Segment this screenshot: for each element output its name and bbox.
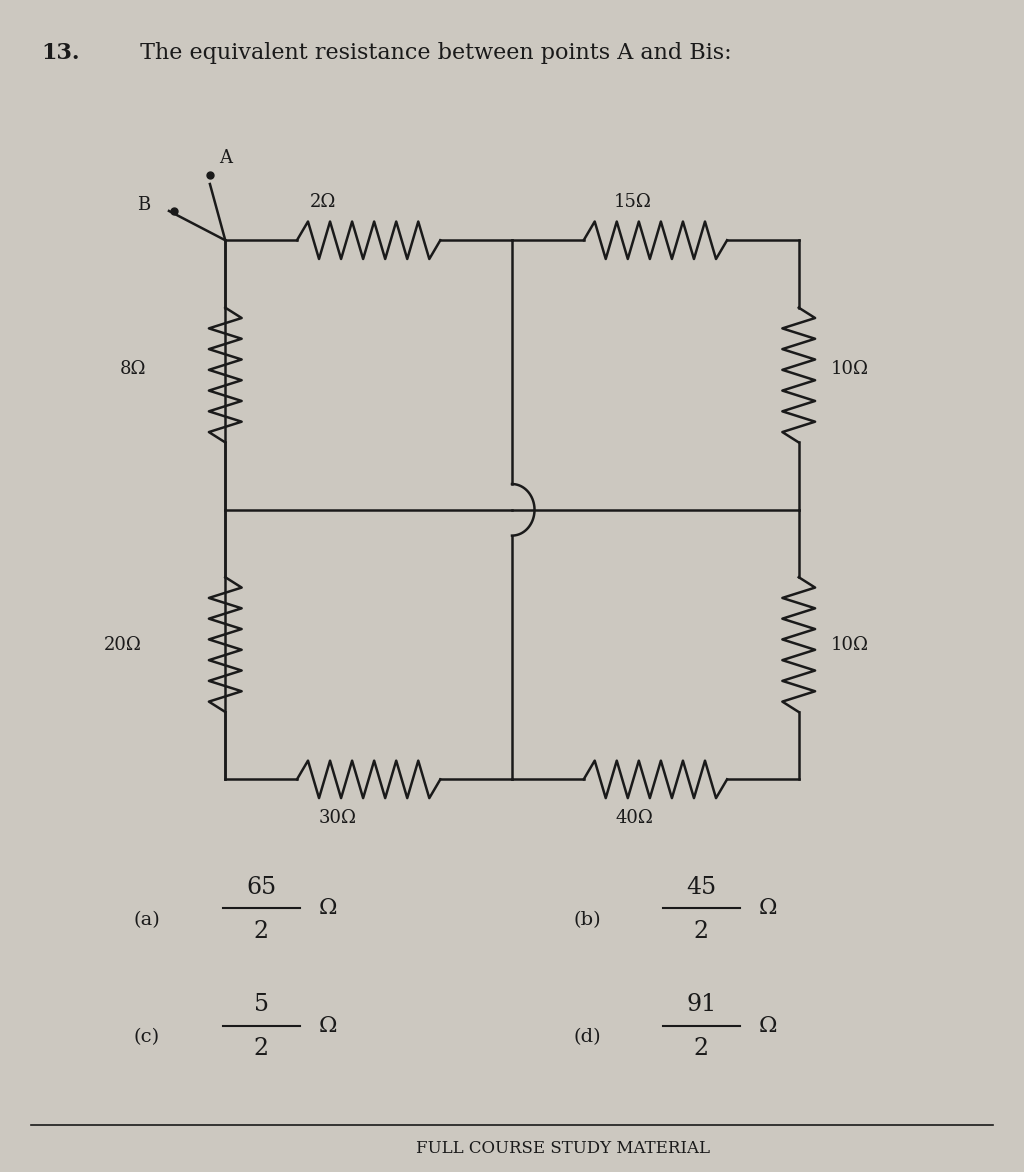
Text: Ω: Ω [318,1015,337,1036]
Text: 91: 91 [686,993,717,1016]
Text: 15Ω: 15Ω [614,192,651,211]
Text: 8Ω: 8Ω [120,360,146,379]
Text: 40Ω: 40Ω [616,809,653,827]
Text: (d): (d) [573,1028,601,1047]
Text: FULL COURSE STUDY MATERIAL: FULL COURSE STUDY MATERIAL [416,1140,711,1157]
Text: 65: 65 [246,875,276,899]
Text: (b): (b) [573,911,601,929]
Text: 20Ω: 20Ω [104,635,141,654]
Text: 2: 2 [694,920,709,943]
Text: 10Ω: 10Ω [830,635,869,654]
Text: 13.: 13. [41,42,80,63]
Text: Ω: Ω [318,898,337,919]
Text: The equivalent resistance between points A and Bis:: The equivalent resistance between points… [133,42,732,63]
Text: 5: 5 [254,993,268,1016]
Text: 2: 2 [254,1037,268,1061]
Text: 2: 2 [254,920,268,943]
Text: 30Ω: 30Ω [318,809,357,827]
Text: (a): (a) [133,911,160,929]
Text: Ω: Ω [759,1015,777,1036]
Text: Ω: Ω [759,898,777,919]
Text: B: B [137,196,150,214]
Text: 45: 45 [686,875,717,899]
Text: A: A [219,149,231,168]
Text: 2: 2 [694,1037,709,1061]
Text: 10Ω: 10Ω [830,360,869,379]
Text: 2Ω: 2Ω [309,192,336,211]
Text: (c): (c) [133,1028,160,1047]
